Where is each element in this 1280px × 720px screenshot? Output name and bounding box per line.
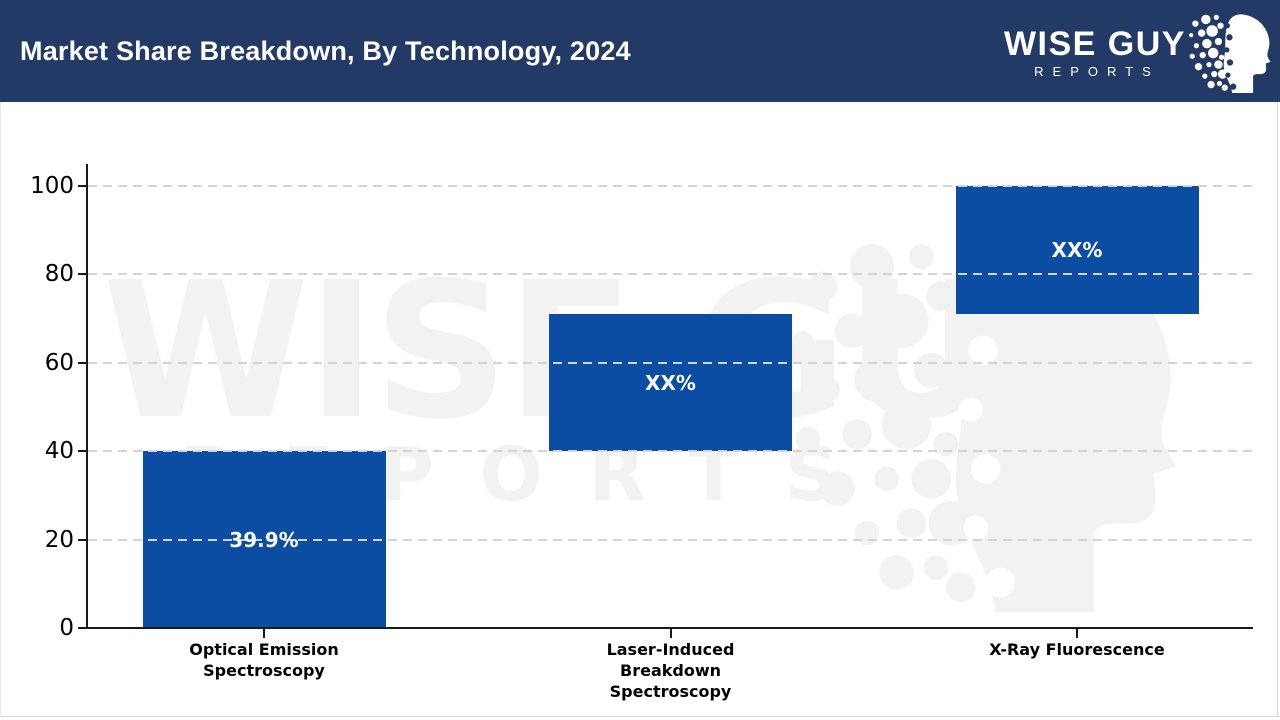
y-axis-tick <box>78 627 87 629</box>
gridline <box>88 361 1253 364</box>
bar-value-label: XX% <box>645 370 696 395</box>
y-axis-tick-label: 40 <box>44 438 74 465</box>
gridline <box>88 185 1253 187</box>
x-category-label-line: Spectroscopy <box>203 661 325 680</box>
y-axis-tick <box>78 273 87 276</box>
x-category-label-line: X-Ray Fluorescence <box>989 640 1165 659</box>
bar-x-ray-fluorescence <box>955 186 1199 315</box>
x-category-label: Laser-Induced Breakdown Spectroscopy <box>506 639 836 702</box>
y-axis-tick <box>78 361 87 364</box>
x-category-label: X-Ray Fluorescence <box>912 639 1242 660</box>
y-axis-tick <box>78 450 87 453</box>
gridline <box>88 273 1253 276</box>
gridline <box>88 538 1253 541</box>
logo-text-block: WISE GUY REPORTS <box>1004 26 1186 79</box>
left-border-line <box>0 102 1 717</box>
y-axis <box>86 164 88 629</box>
bar-laser-induced-breakdown-spectroscopy <box>549 314 792 452</box>
x-axis <box>80 627 1253 629</box>
wise-guy-reports-logo: WISE GUY REPORTS <box>1004 8 1272 96</box>
x-category-label-line: Optical Emission <box>189 640 339 659</box>
x-axis-tick <box>1076 629 1078 638</box>
x-category-label-line: Laser-Induced <box>606 640 735 659</box>
logo-wiseguy-label: WISE GUY <box>1003 24 1186 63</box>
header-bar: Market Share Breakdown, By Technology, 2… <box>0 0 1280 102</box>
bar-value-label: 39.9% <box>229 527 299 552</box>
right-border-line <box>1277 102 1278 717</box>
y-axis-tick-label: 80 <box>44 261 74 288</box>
y-axis-tick-label: 0 <box>59 615 74 641</box>
y-axis-tick-label: 100 <box>30 173 74 199</box>
y-axis-tick-label: 20 <box>44 526 74 553</box>
y-axis-tick <box>78 185 87 187</box>
gridline <box>88 450 1253 453</box>
logo-head-dots-icon <box>1189 14 1271 93</box>
x-axis-tick <box>669 629 672 638</box>
x-category-label-line: Spectroscopy <box>609 682 732 701</box>
y-axis-tick-label: 60 <box>44 349 74 376</box>
watermark-head-dots-icon <box>792 241 1176 613</box>
x-category-label-line: Breakdown <box>620 661 721 680</box>
page-title: Market Share Breakdown, By Technology, 2… <box>20 35 631 66</box>
bottom-border-line <box>0 716 1280 717</box>
y-axis-tick <box>78 538 87 541</box>
logo-reports-label: REPORTS <box>1034 63 1160 79</box>
bar-value-label: XX% <box>1051 238 1103 263</box>
x-axis-tick <box>263 629 265 638</box>
x-category-label: Optical Emission Spectroscopy <box>99 639 429 681</box>
